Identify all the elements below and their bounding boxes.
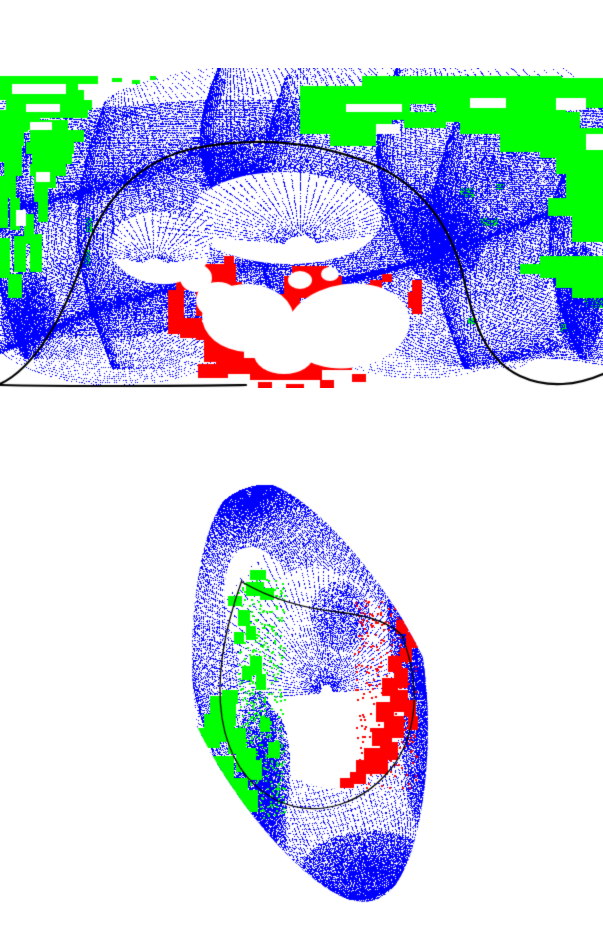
map-streamline-canvas	[0, 68, 603, 388]
equirectangular-map-panel	[0, 68, 603, 388]
oblique-globe-panel	[150, 460, 470, 925]
globe-streamline-canvas	[150, 460, 470, 925]
